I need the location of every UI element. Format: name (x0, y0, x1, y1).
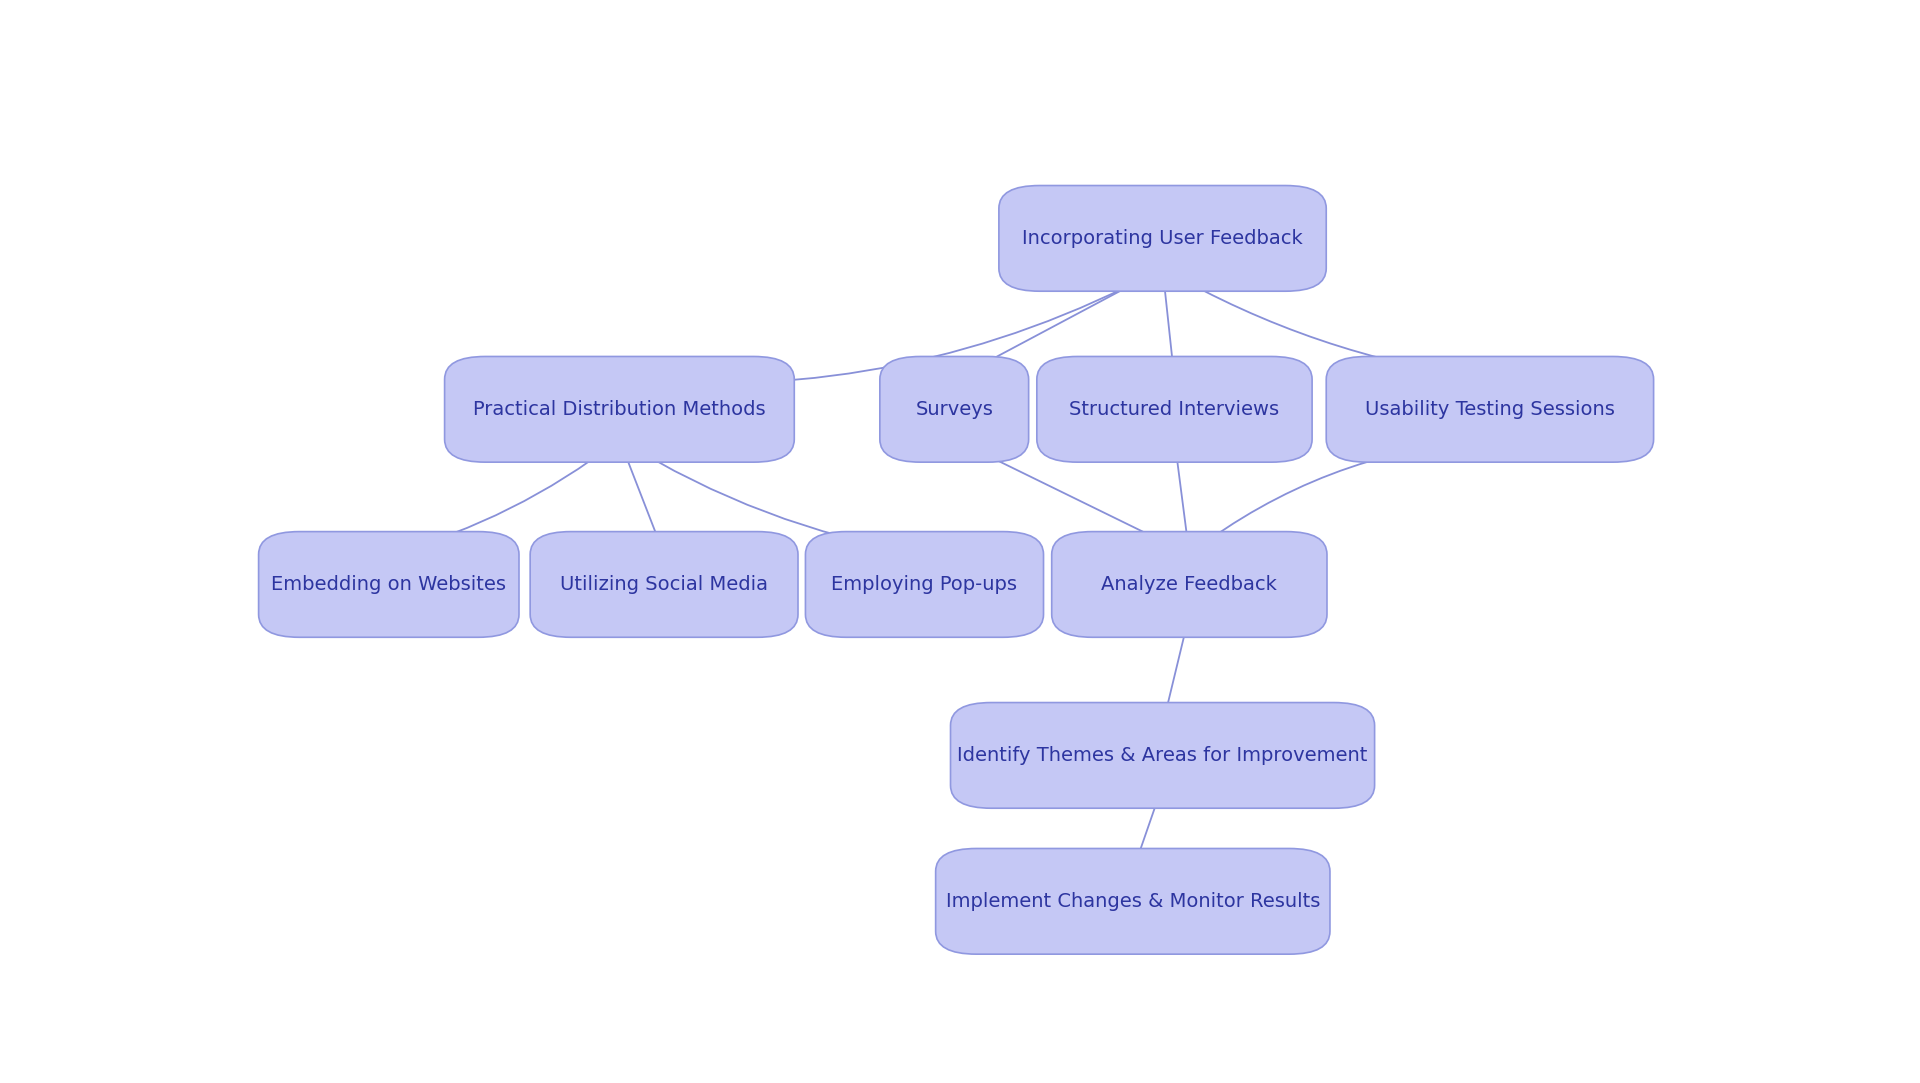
FancyBboxPatch shape (530, 532, 799, 637)
FancyBboxPatch shape (806, 532, 1044, 637)
FancyBboxPatch shape (1327, 356, 1653, 462)
FancyBboxPatch shape (998, 185, 1327, 291)
Text: Incorporating User Feedback: Incorporating User Feedback (1021, 229, 1304, 248)
FancyBboxPatch shape (950, 703, 1375, 808)
FancyBboxPatch shape (1052, 532, 1327, 637)
Text: Surveys: Surveys (916, 400, 993, 419)
Text: Utilizing Social Media: Utilizing Social Media (561, 575, 768, 593)
FancyBboxPatch shape (259, 532, 518, 637)
FancyBboxPatch shape (1037, 356, 1311, 462)
Text: Employing Pop-ups: Employing Pop-ups (831, 575, 1018, 593)
Text: Structured Interviews: Structured Interviews (1069, 400, 1279, 419)
FancyBboxPatch shape (879, 356, 1029, 462)
FancyBboxPatch shape (445, 356, 795, 462)
Text: Usability Testing Sessions: Usability Testing Sessions (1365, 400, 1615, 419)
Text: Practical Distribution Methods: Practical Distribution Methods (472, 400, 766, 419)
Text: Analyze Feedback: Analyze Feedback (1102, 575, 1277, 593)
Text: Implement Changes & Monitor Results: Implement Changes & Monitor Results (947, 891, 1319, 911)
FancyBboxPatch shape (935, 848, 1331, 954)
Text: Embedding on Websites: Embedding on Websites (271, 575, 507, 593)
Text: Identify Themes & Areas for Improvement: Identify Themes & Areas for Improvement (958, 746, 1367, 765)
